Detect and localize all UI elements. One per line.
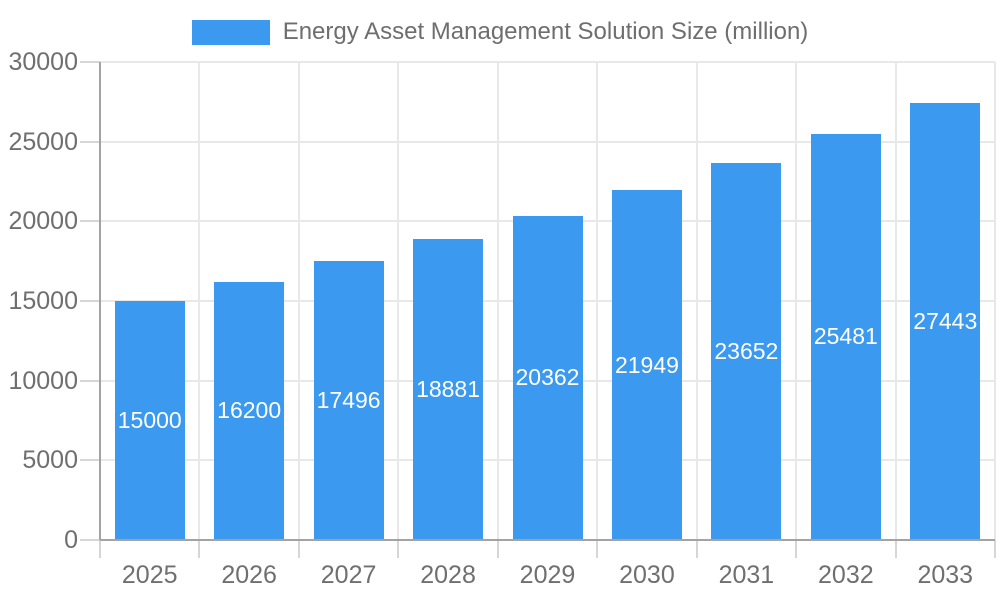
x-axis-tick-label: 2029	[519, 561, 576, 589]
y-gridline	[100, 140, 995, 143]
bar-value-label: 20362	[515, 364, 580, 391]
bar-value-label: 27443	[913, 307, 978, 334]
x-axis-tick-label: 2027	[320, 561, 377, 589]
bar-value-label: 23652	[714, 338, 779, 365]
y-axis-tick-label: 20000	[8, 207, 78, 236]
x-gridline	[297, 62, 300, 540]
y-axis-tick-label: 30000	[8, 48, 78, 76]
bar-2028: 18881	[413, 239, 484, 540]
bar-2026: 16200	[214, 281, 285, 540]
x-axis-tick	[894, 540, 897, 558]
y-axis-tick	[80, 220, 100, 223]
x-gridline	[994, 62, 996, 540]
bar-2032: 25481	[810, 134, 881, 540]
x-axis-tick-label: 2028	[420, 561, 476, 589]
y-axis-tick	[80, 459, 100, 462]
y-axis-tick	[80, 61, 100, 63]
y-axis-tick-label: 5000	[22, 446, 78, 475]
x-axis-tick-label: 2033	[917, 561, 974, 589]
bar-2033: 27443	[910, 102, 981, 540]
x-axis-tick	[596, 540, 599, 558]
y-axis-tick-label: 10000	[8, 366, 78, 395]
x-axis-tick	[397, 540, 400, 558]
y-axis-tick	[80, 140, 100, 143]
x-axis-tick	[496, 540, 499, 558]
x-axis-tick	[198, 540, 201, 558]
bar-value-label: 25481	[813, 323, 878, 350]
bar-2027: 17496	[313, 261, 384, 540]
x-axis-tick	[297, 540, 300, 558]
y-axis-tick	[80, 300, 100, 302]
x-gridline	[198, 62, 201, 540]
y-axis-tick	[80, 379, 100, 382]
x-gridline	[695, 62, 698, 540]
x-gridline	[496, 62, 499, 540]
x-axis-tick	[99, 540, 101, 558]
bar-value-label: 17496	[316, 387, 381, 414]
y-axis-tick	[80, 539, 100, 541]
bar-value-label: 16200	[217, 397, 282, 424]
legend: Energy Asset Management Solution Size (m…	[0, 14, 1000, 50]
bar-2029: 20362	[512, 215, 583, 540]
y-axis-tick-label: 0	[64, 526, 78, 554]
x-axis-tick-label: 2025	[121, 561, 178, 589]
y-axis-tick-label: 15000	[8, 287, 78, 315]
y-gridline	[100, 61, 995, 63]
legend-swatch	[191, 19, 270, 45]
legend-label: Energy Asset Management Solution Size (m…	[282, 18, 809, 45]
x-gridline	[795, 62, 798, 540]
x-gridline	[894, 62, 897, 540]
x-axis-line	[100, 539, 995, 541]
x-axis-tick	[695, 540, 698, 558]
x-axis-tick-label: 2030	[619, 561, 675, 589]
x-axis-tick-label: 2026	[221, 561, 277, 589]
y-axis-line	[99, 62, 101, 540]
bar-2025: 15000	[114, 301, 185, 540]
x-axis-tick	[994, 540, 996, 558]
x-axis-tick-label: 2031	[718, 561, 775, 589]
x-axis-tick	[795, 540, 798, 558]
bar-value-label: 18881	[416, 376, 481, 403]
bar-value-label: 15000	[117, 407, 182, 433]
x-gridline	[397, 62, 400, 540]
bar-2031: 23652	[711, 163, 782, 540]
bar-value-label: 21949	[614, 351, 679, 378]
y-axis-tick-label: 25000	[8, 127, 78, 156]
bar-2030: 21949	[611, 190, 682, 540]
x-gridline	[596, 62, 599, 540]
x-axis-tick-label: 2032	[818, 561, 874, 589]
